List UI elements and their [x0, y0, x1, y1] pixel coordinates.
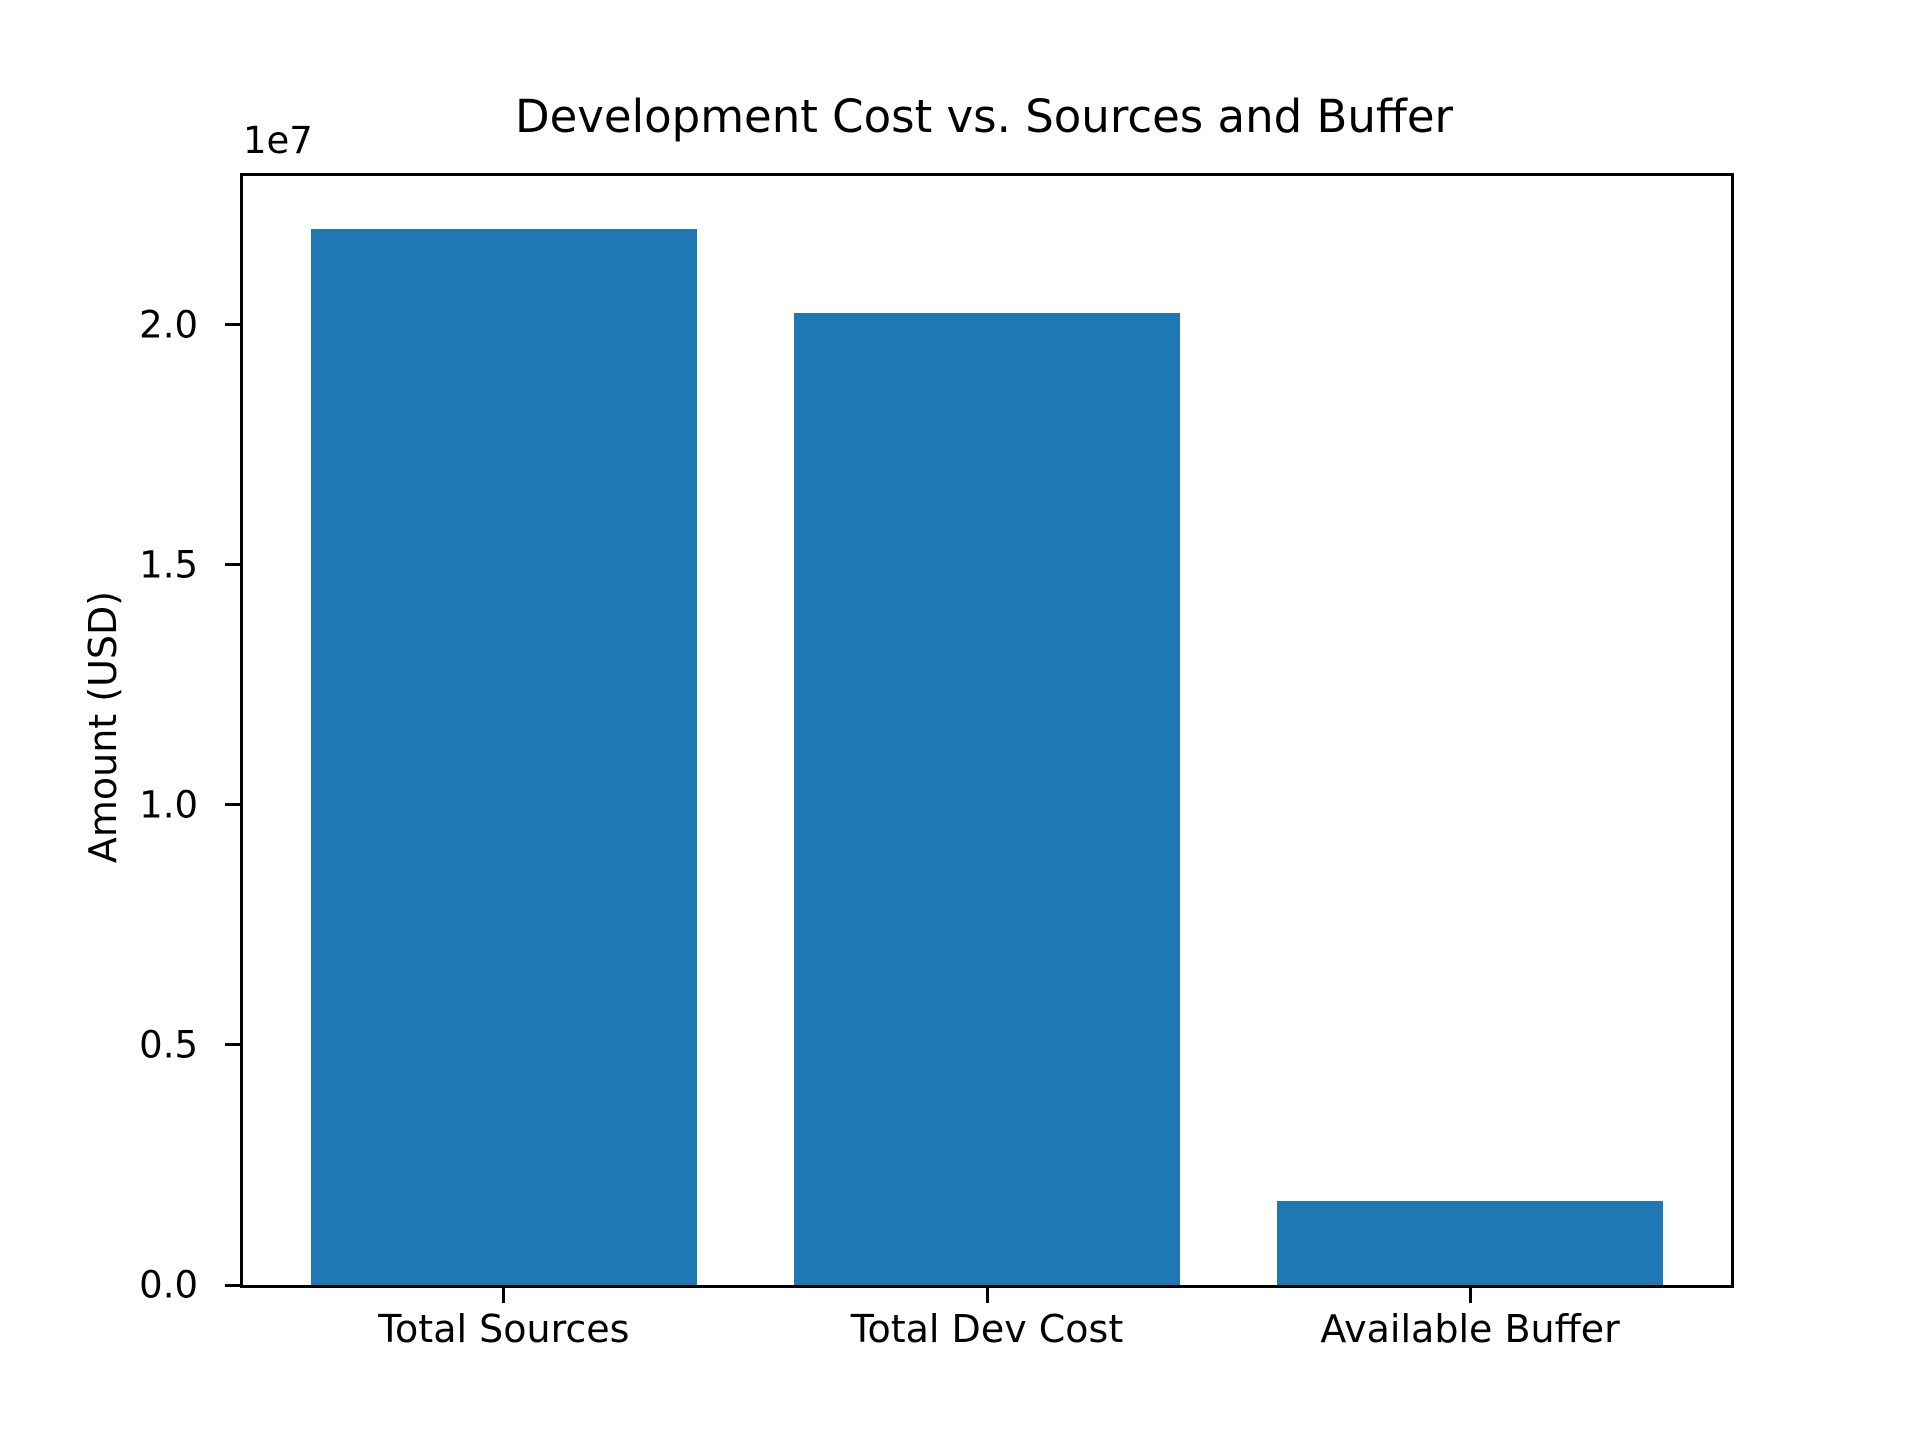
- x-tick-mark: [502, 1288, 506, 1303]
- y-tick-mark: [225, 803, 240, 807]
- y-tick-mark: [225, 1043, 240, 1047]
- bar-total-sources: [310, 228, 698, 1285]
- y-tick-mark: [225, 1283, 240, 1287]
- y-tick-label-1-0: 1.0: [139, 783, 198, 827]
- x-tick-label-available-buffer: Available Buffer: [1320, 1307, 1620, 1351]
- y-tick-label-2-0: 2.0: [139, 303, 198, 347]
- x-tick-mark: [985, 1288, 989, 1303]
- x-tick-mark: [1468, 1288, 1472, 1303]
- plot-area: [243, 176, 1731, 1285]
- bar-available-buffer: [1276, 1200, 1664, 1285]
- chart-title: Development Cost vs. Sources and Buffer: [514, 90, 1454, 143]
- y-tick-label-0-0: 0.0: [139, 1263, 198, 1307]
- x-tick-label-total-sources: Total Sources: [378, 1307, 630, 1351]
- x-tick-label-total-dev-cost: Total Dev Cost: [850, 1307, 1124, 1351]
- axes-frame: [240, 173, 1734, 1288]
- y-tick-mark: [225, 563, 240, 567]
- y-tick-label-0-5: 0.5: [139, 1023, 198, 1067]
- bar-total-dev-cost: [793, 312, 1181, 1285]
- y-tick-mark: [225, 323, 240, 327]
- y-tick-label-1-5: 1.5: [139, 543, 198, 587]
- y-axis-offset-label: 1e7: [243, 119, 313, 162]
